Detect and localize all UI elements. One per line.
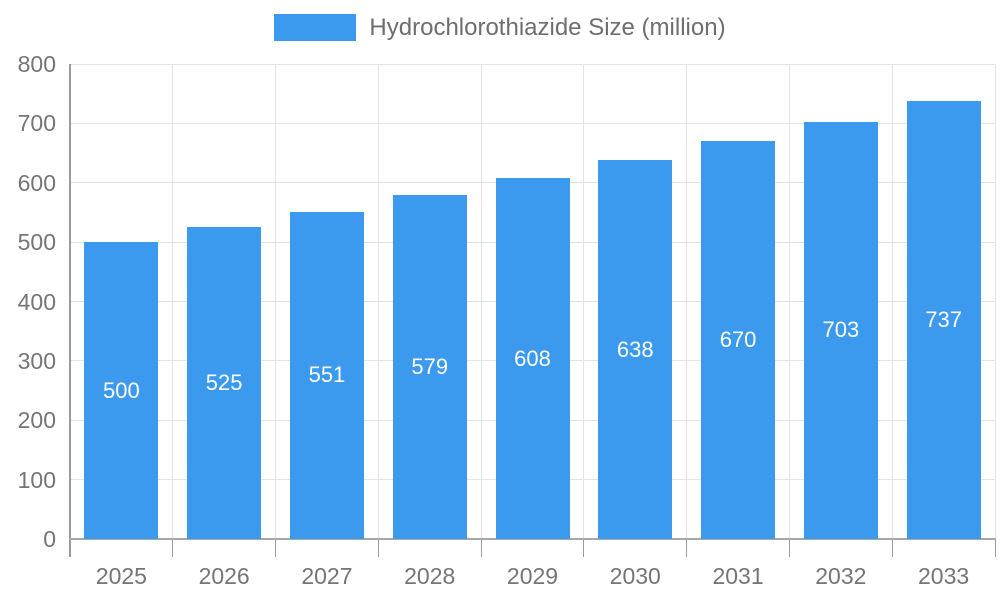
x-axis-tick [788,540,790,557]
bar-value-label: 500 [103,377,140,403]
y-axis-label: 300 [17,347,56,374]
x-axis-label: 2028 [404,563,456,589]
x-axis-line [69,538,996,540]
legend-item[interactable]: Hydrochlorothiazide Size (million) [274,14,726,41]
bar-2029: 608 [495,178,570,539]
bar-2028: 579 [392,195,467,539]
x-axis-tick [686,540,688,557]
bar-2026: 525 [187,227,262,539]
bar-2033: 737 [906,101,981,539]
x-axis-tick [172,540,174,557]
y-axis-label: 600 [17,169,56,196]
bar-value-label: 737 [925,307,962,333]
gridline-vertical [480,64,482,539]
x-axis-label: 2031 [712,563,764,589]
gridline-vertical [275,64,277,539]
legend-label: Hydrochlorothiazide Size (million) [369,14,726,41]
bar-value-label: 638 [616,336,654,362]
x-axis-tick [994,540,996,557]
y-axis-label: 0 [43,526,56,552]
x-axis-label: 2030 [609,563,661,589]
x-axis-label: 2025 [95,563,147,589]
y-axis-label: 400 [17,288,56,315]
x-axis-label: 2027 [301,563,353,589]
legend-swatch-icon [274,14,357,41]
gridline-vertical [172,64,174,539]
bar-2025: 500 [84,242,159,539]
x-axis-label: 2029 [506,563,559,589]
x-axis-tick [891,540,893,557]
gridline-vertical [377,64,379,539]
x-axis-tick [377,540,379,557]
x-axis-tick [480,540,482,557]
bar-2030: 638 [598,160,673,539]
gridline-vertical [583,64,585,539]
legend: Hydrochlorothiazide Size (million) [0,14,1000,41]
y-axis-label: 800 [17,51,56,77]
y-axis-label: 100 [17,466,56,493]
bar-2031: 670 [701,141,776,539]
gridline-vertical [891,64,893,539]
gridline-vertical [994,64,996,539]
bar-value-label: 703 [822,317,860,343]
gridline-horizontal [70,122,995,124]
y-axis-label: 200 [17,407,56,434]
bar-value-label: 525 [205,370,243,396]
gridline-vertical [788,64,790,539]
bar-value-label: 579 [411,354,449,380]
bar-value-label: 670 [719,327,757,353]
y-axis-line [69,64,71,557]
gridline-vertical [686,64,688,539]
y-axis-label: 500 [17,229,56,256]
x-axis-tick [275,540,277,557]
bar-value-label: 608 [514,345,551,371]
bar-2032: 703 [803,121,878,539]
x-axis-label: 2033 [918,563,970,589]
bar-value-label: 551 [308,362,346,388]
bar-2027: 551 [289,211,364,539]
gridline-horizontal [70,63,995,65]
x-axis-label: 2032 [815,563,867,589]
x-axis-tick [583,540,585,557]
y-axis-label: 700 [17,110,56,137]
x-axis-label: 2026 [198,563,250,589]
